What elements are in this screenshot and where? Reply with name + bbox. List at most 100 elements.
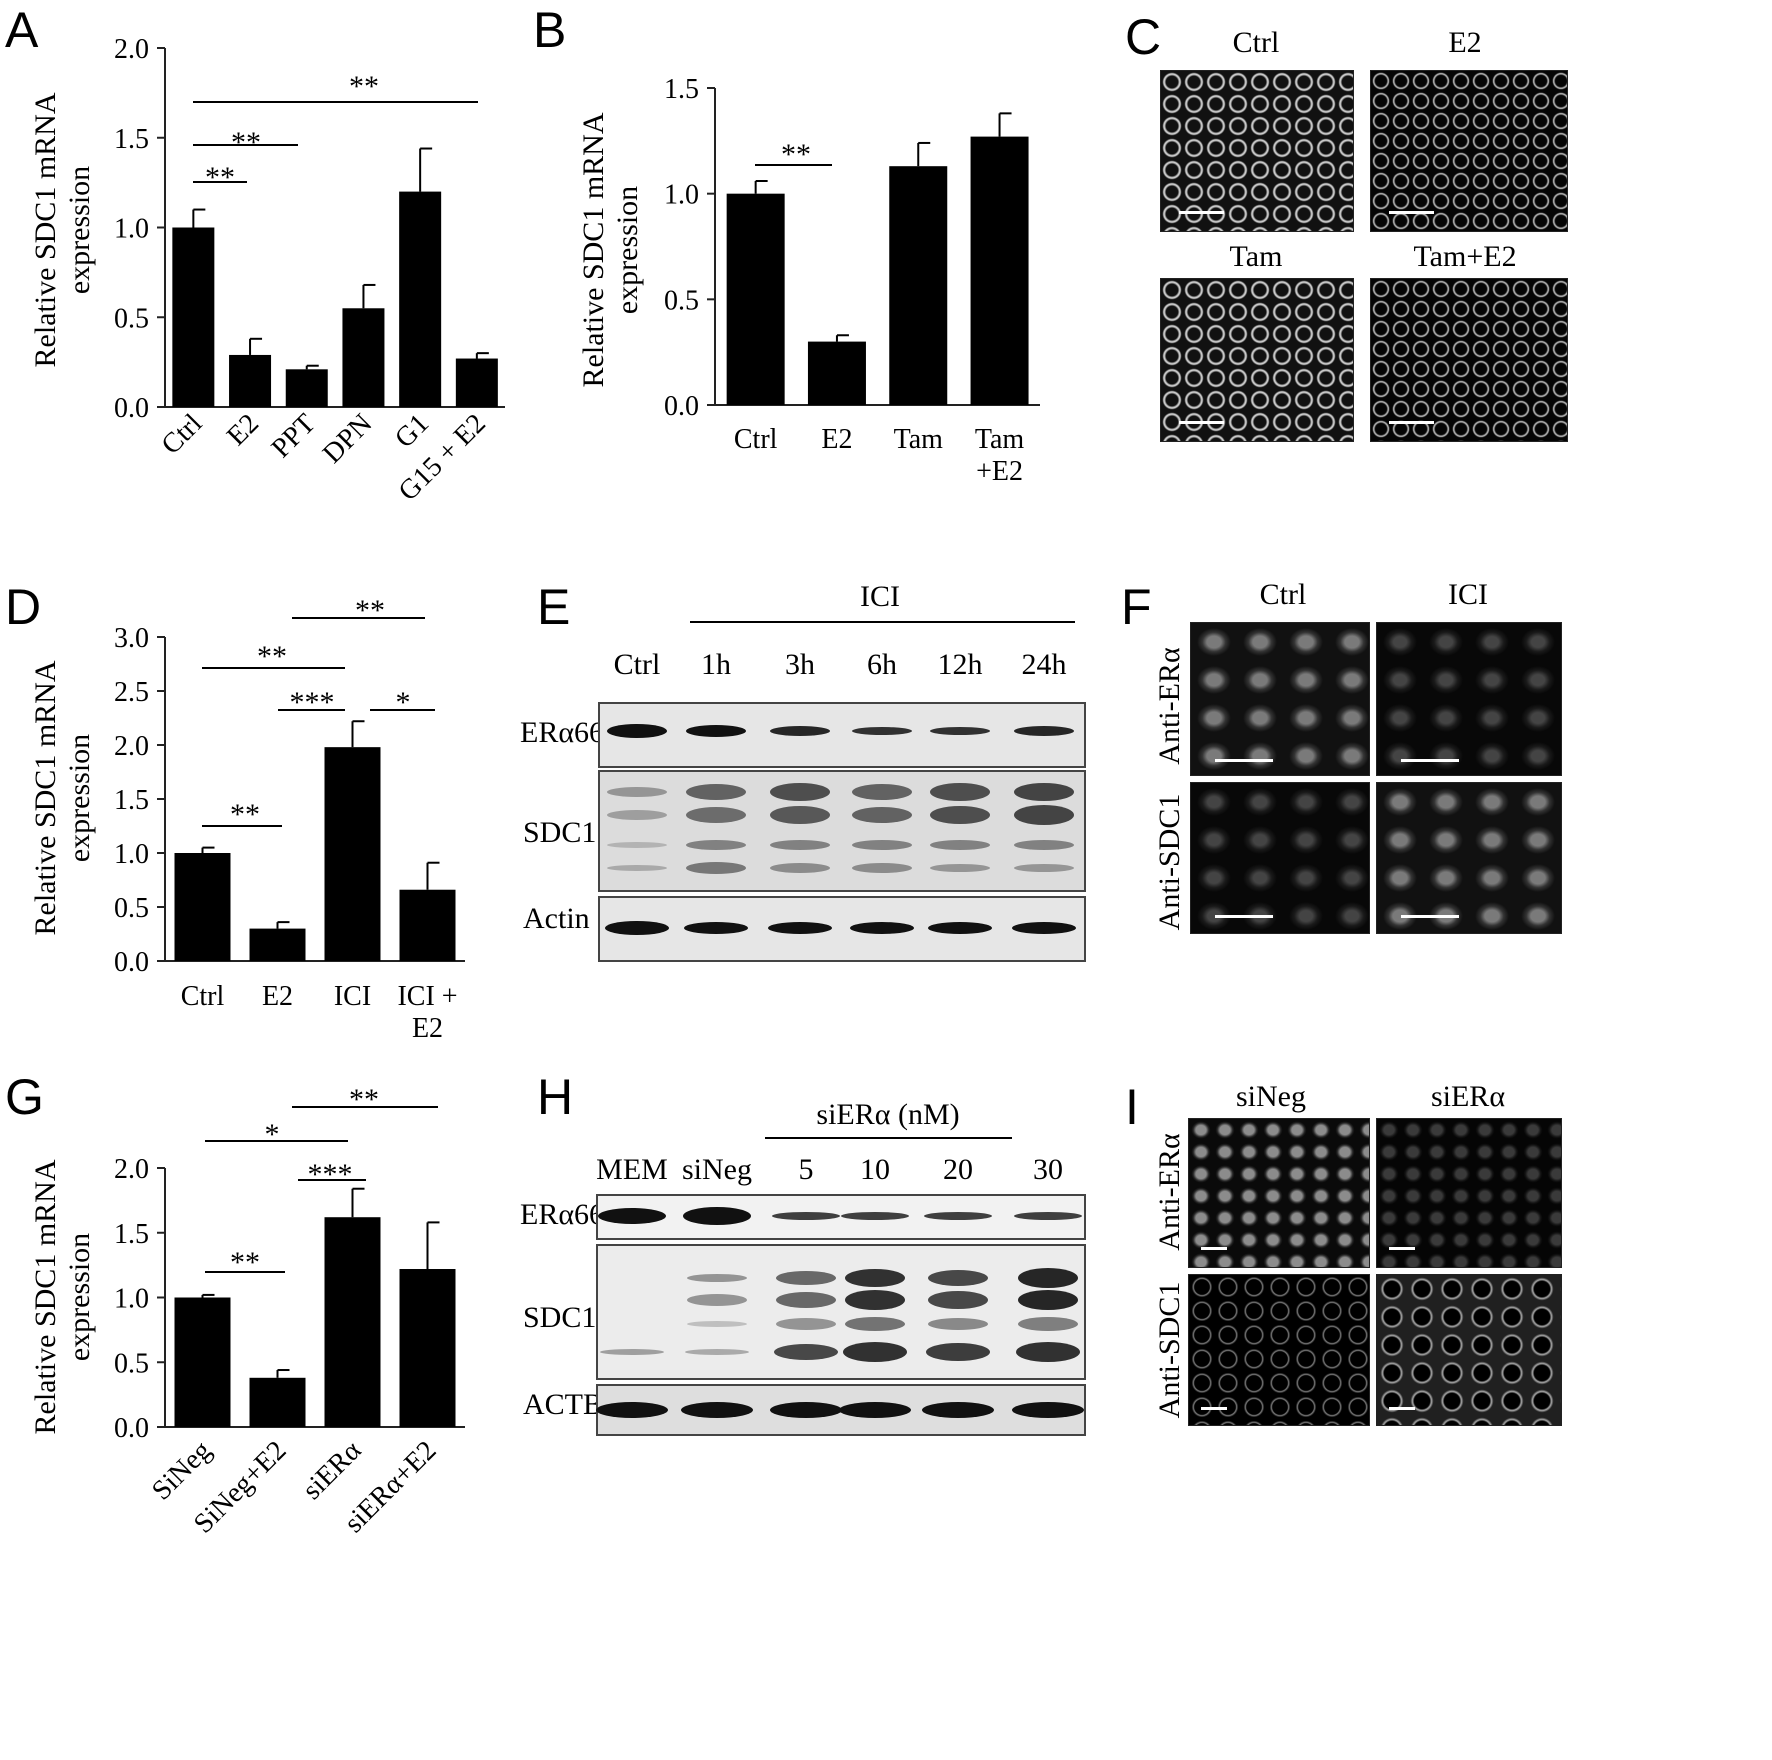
blot-band: [687, 1294, 747, 1306]
panel-label-g: G: [5, 1069, 44, 1125]
bar-3: [970, 136, 1029, 405]
e-row-sdc1: SDC1: [523, 816, 597, 849]
blot-band: [687, 1321, 747, 1327]
x-tick-label: ICI + E2: [397, 981, 457, 1044]
f-image-ici-sdc1: [1376, 782, 1562, 934]
x-tick-label: E2: [821, 424, 852, 455]
x-tick-label: Ctrl: [734, 424, 778, 455]
blot-band: [928, 922, 992, 934]
e-blot-era66: [598, 702, 1086, 768]
blot-band: [600, 1349, 664, 1355]
blot-band: [930, 783, 990, 801]
y-tick-label: 1.0: [114, 214, 149, 245]
blot-band: [1012, 922, 1076, 934]
c-label-ctrl: Ctrl: [1232, 26, 1280, 59]
y-axis-label: Relative SDC1 mRNAexpression: [29, 660, 96, 935]
blot-band: [1014, 805, 1074, 825]
h-lane-20: 20: [943, 1153, 973, 1186]
f-image-ctrl-era: [1190, 622, 1370, 776]
sig-g-e2-sierα: ***: [307, 1158, 353, 1191]
panel-label-d: D: [5, 579, 42, 635]
blot-band: [850, 922, 914, 934]
h-blot-sdc1: [596, 1244, 1086, 1380]
bar-2: [285, 369, 328, 407]
f-col-ici: ICI: [1448, 578, 1488, 611]
blot-band: [770, 726, 830, 736]
y-tick-label: 1.0: [114, 1284, 149, 1315]
y-tick-label: 1.0: [114, 839, 149, 870]
blot-band: [1014, 840, 1074, 850]
h-row-sdc1: SDC1: [523, 1301, 597, 1334]
x-tick-label: Tam +E2: [975, 424, 1025, 487]
blot-band: [686, 840, 746, 850]
blot-band: [1014, 783, 1074, 801]
e-row-era66: ERα66: [520, 716, 605, 749]
blot-band: [1012, 1402, 1084, 1418]
h-blot-era66: [596, 1194, 1086, 1240]
panel-label-h: H: [537, 1069, 574, 1125]
sig-g-sineg-sierα: *: [264, 1118, 280, 1151]
bar-1: [229, 354, 272, 407]
y-tick-label: 0.5: [114, 303, 149, 334]
i-col-sineg: siNeg: [1236, 1080, 1306, 1113]
y-tick-label: 2.0: [114, 731, 149, 762]
h-lane-5: 5: [798, 1153, 814, 1186]
blot-band: [1016, 1342, 1080, 1362]
blot-band: [770, 863, 830, 873]
blot-band: [852, 807, 912, 823]
blot-band: [770, 840, 830, 850]
e-lane-24h: 24h: [1021, 648, 1067, 681]
blot-band: [924, 1212, 992, 1220]
i-row-anti-era: Anti-ERα: [1153, 1133, 1186, 1251]
y-tick-label: 0.5: [114, 893, 149, 924]
e-lane-ctrl: Ctrl: [613, 648, 661, 681]
bar-3: [342, 308, 385, 407]
c-image-e2: [1370, 70, 1568, 232]
e-blot-actin: [598, 896, 1086, 962]
blot-band: [928, 1270, 988, 1286]
f-image-ctrl-sdc1: [1190, 782, 1370, 934]
y-tick-label: 1.5: [114, 124, 149, 155]
c-label-tam-e2: Tam+E2: [1413, 240, 1517, 273]
sig-a-ctrl-g15: **: [349, 70, 379, 103]
h-lane-10: 10: [860, 1153, 890, 1186]
blot-band: [926, 1343, 990, 1361]
c-label-e2: E2: [1448, 26, 1482, 59]
i-image-siera-sdc1: [1376, 1274, 1562, 1426]
blot-band: [607, 810, 667, 820]
sig-d-e2-icie2: **: [355, 594, 385, 627]
sig-b-ctrl-e2: **: [781, 138, 811, 171]
h-group-label: siERα (nM): [816, 1098, 960, 1131]
h-lane-30: 30: [1033, 1153, 1063, 1186]
blot-band: [770, 783, 830, 801]
y-tick-label: 0.5: [664, 285, 699, 316]
bar-1: [807, 341, 866, 405]
blot-band: [930, 840, 990, 850]
y-tick-label: 0.0: [664, 391, 699, 422]
i-image-sineg-sdc1: [1188, 1274, 1370, 1426]
blot-band: [686, 784, 746, 800]
c-label-tam: Tam: [1229, 240, 1283, 273]
h-lane-sineg: siNeg: [682, 1153, 752, 1186]
panel-label-e: E: [537, 579, 571, 635]
c-image-ctrl: [1160, 70, 1354, 232]
blot-band: [684, 922, 748, 934]
y-axis-label: Relative SDC1 mRNAexpression: [29, 1159, 96, 1434]
blot-band: [928, 1291, 988, 1309]
blot-band: [922, 1402, 994, 1418]
blot-band: [839, 1402, 911, 1418]
blot-band: [852, 863, 912, 873]
e-blot-sdc1: [598, 770, 1086, 892]
blot-band: [774, 1344, 838, 1360]
blot-band: [607, 865, 667, 871]
bar-5: [455, 358, 498, 407]
blot-band: [686, 862, 746, 874]
bar-0: [174, 853, 231, 961]
y-tick-label: 0.0: [114, 947, 149, 978]
blot-band: [930, 727, 990, 735]
blot-band: [852, 727, 912, 735]
